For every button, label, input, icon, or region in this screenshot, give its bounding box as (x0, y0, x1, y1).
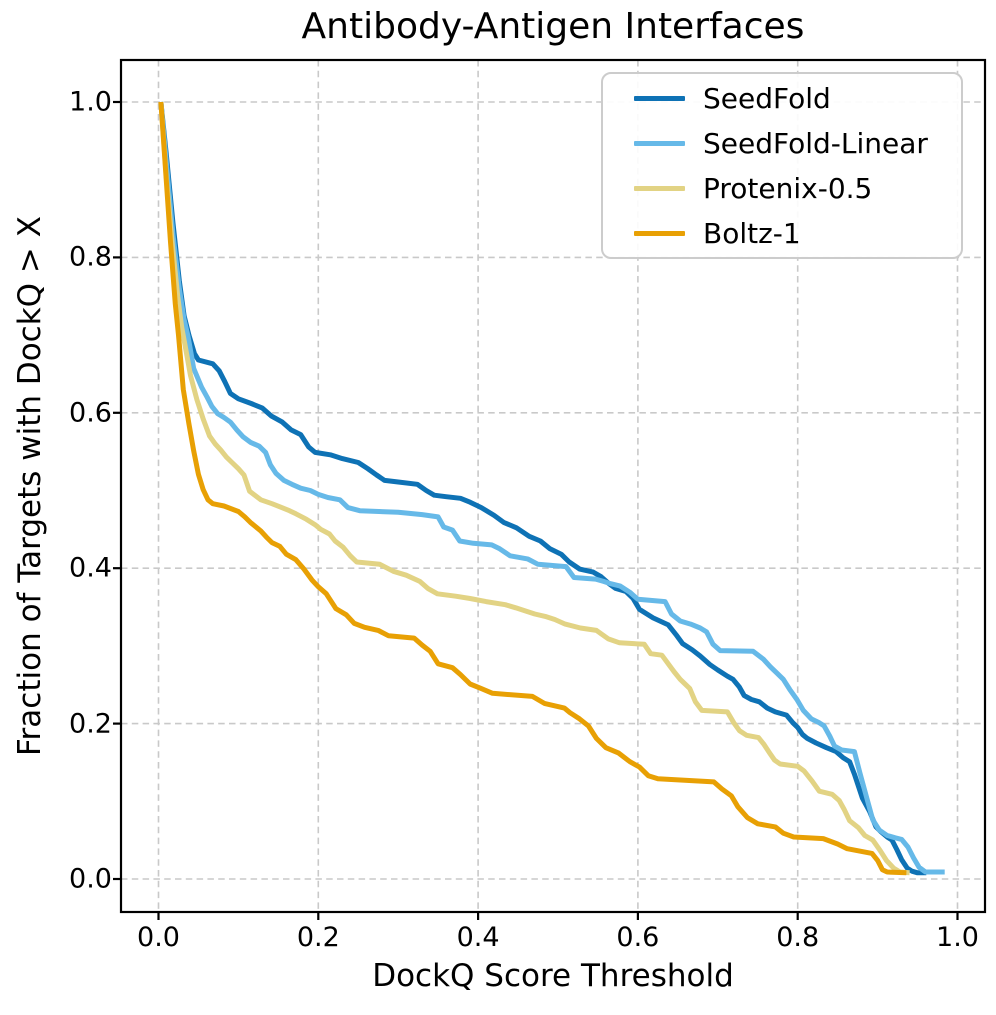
y-tick-label: 0.8 (69, 241, 112, 273)
legend-swatch-line (634, 95, 685, 101)
legend-label: SeedFold (703, 81, 831, 115)
x-tick-label: 0.4 (456, 922, 500, 953)
y-tick-label: 0.2 (69, 708, 112, 740)
legend-swatch-line (634, 230, 685, 236)
plot-spines (119, 58, 987, 914)
series-line-protenix-0-5 (158, 101, 910, 876)
series-line-seedfold-linear (158, 101, 945, 875)
legend-item: SeedFold (603, 76, 961, 121)
y-tick-label: 0.6 (69, 397, 112, 429)
y-axis-label: Fraction of Targets with DockQ > X (12, 215, 48, 757)
x-axis-label: DockQ Score Threshold (372, 958, 734, 994)
legend-label: Protenix-0.5 (703, 171, 873, 205)
legend-item: Boltz-1 (603, 211, 961, 256)
legend-item: SeedFold-Linear (603, 121, 961, 166)
series-line-seedfold (158, 101, 927, 876)
x-tick-label: 0.2 (296, 922, 340, 953)
legend-swatch-line (634, 140, 685, 146)
legend-label: Boltz-1 (703, 216, 801, 250)
legend-swatch-line (634, 185, 685, 191)
series-line-boltz-1 (158, 101, 907, 876)
x-tick-label: 0.0 (137, 922, 180, 953)
legend: SeedFold SeedFold-Linear Protenix-0.5 Boltz… (601, 72, 963, 259)
y-tick-label: 1.0 (69, 86, 112, 118)
x-tick-label: 1.0 (936, 922, 979, 953)
y-tick-label: 0.0 (69, 863, 112, 895)
chart-title: Antibody-Antigen Interfaces (301, 6, 805, 47)
legend-item: Protenix-0.5 (603, 166, 961, 211)
x-tick-label: 0.6 (616, 922, 660, 953)
y-tick-label: 0.4 (69, 552, 112, 584)
x-tick-label: 0.8 (776, 922, 820, 953)
legend-label: SeedFold-Linear (703, 126, 928, 160)
